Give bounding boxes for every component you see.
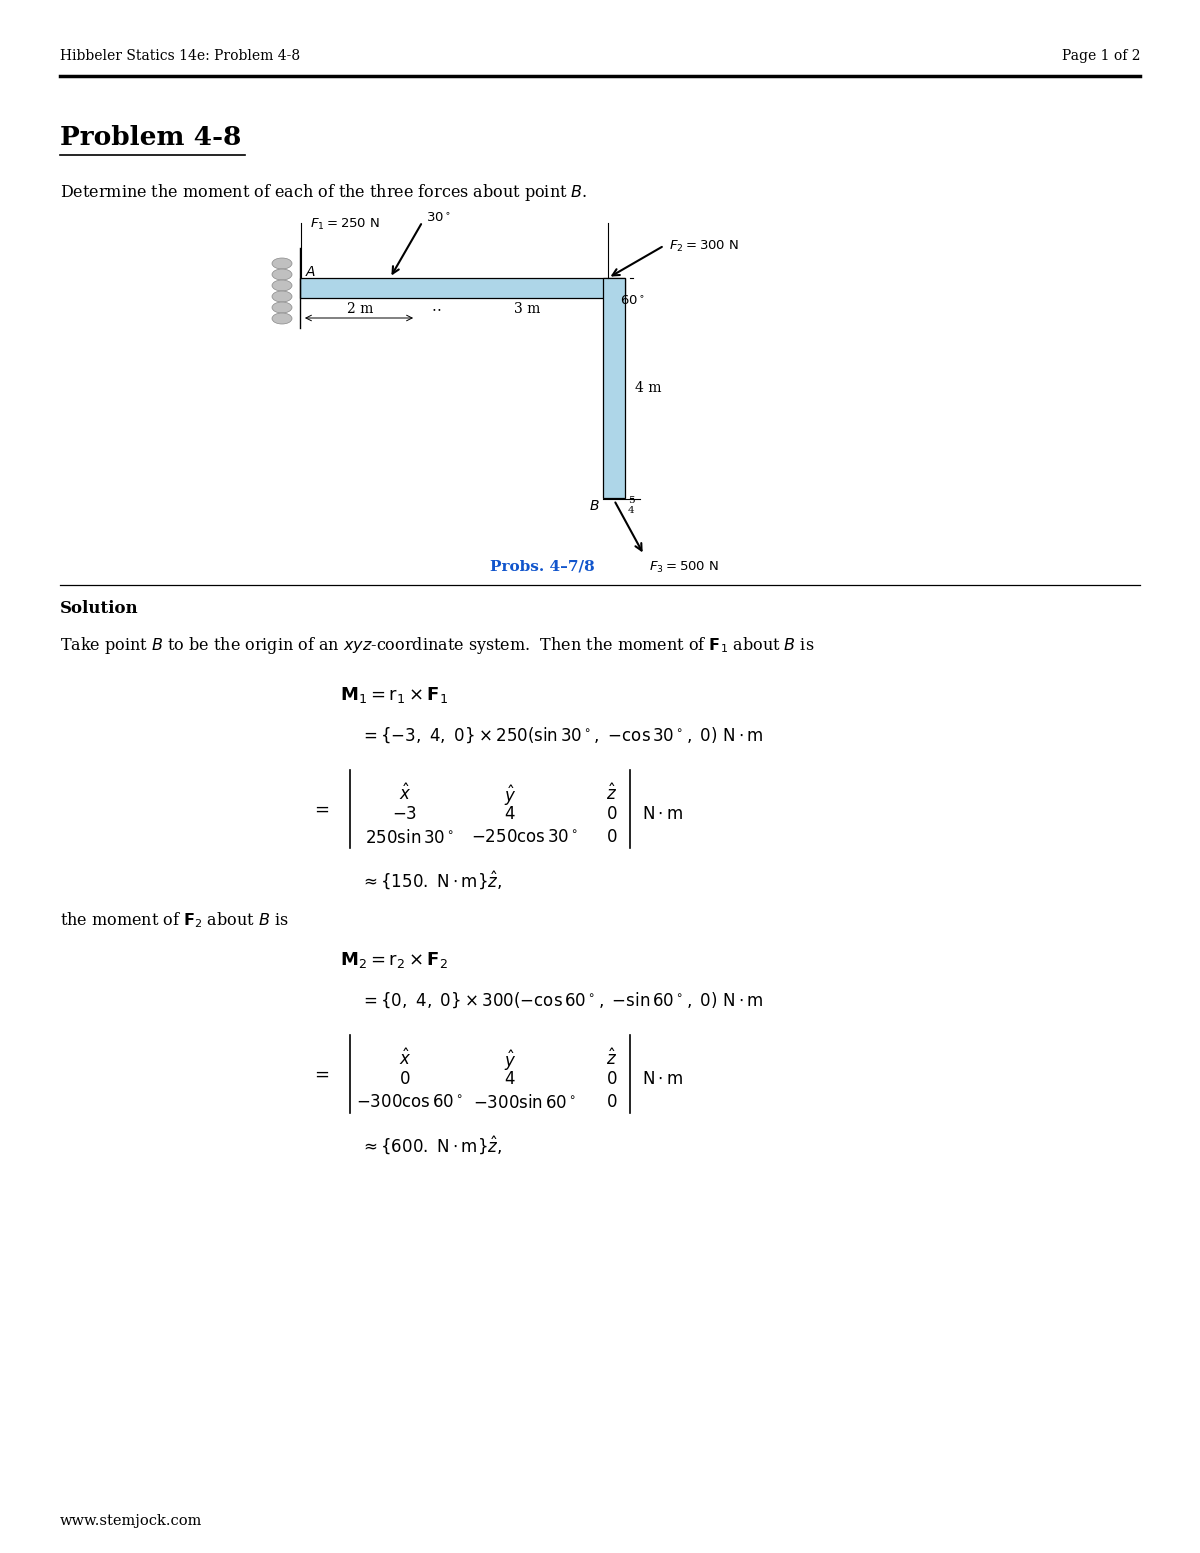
Text: $\hat{y}$: $\hat{y}$	[504, 783, 516, 808]
Text: $F_1 = 250\ \mathrm{N}$: $F_1 = 250\ \mathrm{N}$	[310, 217, 380, 231]
Text: $0$: $0$	[606, 1093, 618, 1110]
Text: Probs. 4–7/8: Probs. 4–7/8	[490, 561, 595, 575]
Text: the moment of $\mathbf{F}_2$ about $B$ is: the moment of $\mathbf{F}_2$ about $B$ i…	[60, 910, 289, 930]
Text: $\hat{z}$: $\hat{z}$	[606, 1048, 618, 1068]
Ellipse shape	[272, 280, 292, 290]
Text: $\mathbf{M}_2 = \mathrm{r}_2 \times \mathbf{F}_2$: $\mathbf{M}_2 = \mathrm{r}_2 \times \mat…	[340, 950, 448, 971]
Text: Determine the moment of each of the three forces about point $B$.: Determine the moment of each of the thre…	[60, 182, 588, 203]
Text: 2 m: 2 m	[347, 301, 373, 315]
Text: $-300\cos 60^\circ$: $-300\cos 60^\circ$	[356, 1093, 463, 1110]
Text: $-3$: $-3$	[392, 806, 418, 823]
Text: $\mathrm{N \cdot m}$: $\mathrm{N \cdot m}$	[642, 806, 683, 823]
Text: $\approx \{600.\ \mathrm{N \cdot m}\}\hat{z},$: $\approx \{600.\ \mathrm{N \cdot m}\}\ha…	[360, 1135, 502, 1157]
Text: $= \{-3,\ 4,\ 0\} \times 250(\sin 30^\circ,\ {-}\cos 30^\circ,\ 0)\ \mathrm{N \c: $= \{-3,\ 4,\ 0\} \times 250(\sin 30^\ci…	[360, 725, 763, 744]
Text: $0$: $0$	[606, 1072, 618, 1089]
Text: $-300\sin 60^\circ$: $-300\sin 60^\circ$	[473, 1093, 577, 1112]
Text: 4: 4	[628, 506, 635, 516]
Text: $0$: $0$	[606, 806, 618, 823]
Text: $30^\circ$: $30^\circ$	[426, 211, 451, 225]
Text: Problem 4-8: Problem 4-8	[60, 124, 241, 151]
Text: $250\sin 30^\circ$: $250\sin 30^\circ$	[365, 829, 455, 846]
Text: 5: 5	[628, 495, 635, 505]
Text: $\cdot\!\cdot$: $\cdot\!\cdot$	[431, 301, 442, 315]
Text: $\mathbf{M}_1 = \mathrm{r}_1 \times \mathbf{F}_1$: $\mathbf{M}_1 = \mathrm{r}_1 \times \mat…	[340, 685, 449, 705]
Text: Solution: Solution	[60, 599, 139, 617]
Ellipse shape	[272, 290, 292, 301]
Bar	[604, 278, 625, 499]
Text: $=$: $=$	[311, 1065, 330, 1082]
Text: $-250\cos 30^\circ$: $-250\cos 30^\circ$	[472, 829, 578, 846]
Ellipse shape	[272, 301, 292, 314]
Text: $\hat{x}$: $\hat{x}$	[398, 783, 412, 803]
Text: $\approx \{150.\ \mathrm{N \cdot m}\}\hat{z},$: $\approx \{150.\ \mathrm{N \cdot m}\}\ha…	[360, 870, 502, 891]
Text: $0$: $0$	[400, 1072, 410, 1089]
Text: $F_2 = 300\ \mathrm{N}$: $F_2 = 300\ \mathrm{N}$	[670, 239, 739, 253]
Text: $= \{0,\ 4,\ 0\} \times 300(-\cos 60^\circ,\ {-}\sin 60^\circ,\ 0)\ \mathrm{N \c: $= \{0,\ 4,\ 0\} \times 300(-\cos 60^\ci…	[360, 989, 763, 1009]
Text: 3 m: 3 m	[514, 301, 540, 315]
Text: $4$: $4$	[504, 1072, 516, 1089]
Text: $0$: $0$	[606, 829, 618, 846]
Text: $=$: $=$	[311, 800, 330, 818]
Ellipse shape	[272, 314, 292, 325]
Ellipse shape	[272, 269, 292, 280]
Text: Hibbeler Statics 14e: Problem 4-8: Hibbeler Statics 14e: Problem 4-8	[60, 50, 300, 64]
Bar	[300, 278, 625, 298]
Text: $4$: $4$	[504, 806, 516, 823]
Text: Take point $B$ to be the origin of an $xyz$-coordinate system.  Then the moment : Take point $B$ to be the origin of an $x…	[60, 635, 815, 655]
Text: $60^\circ$: $60^\circ$	[620, 295, 646, 307]
Ellipse shape	[272, 258, 292, 269]
Text: $\hat{z}$: $\hat{z}$	[606, 783, 618, 803]
Text: Page 1 of 2: Page 1 of 2	[1062, 50, 1140, 64]
Text: $\mathrm{N \cdot m}$: $\mathrm{N \cdot m}$	[642, 1072, 683, 1089]
Text: $A$: $A$	[305, 266, 317, 280]
Text: $F_3 = 500\ \mathrm{N}$: $F_3 = 500\ \mathrm{N}$	[649, 561, 719, 575]
Text: $\hat{x}$: $\hat{x}$	[398, 1048, 412, 1068]
Text: $\hat{y}$: $\hat{y}$	[504, 1048, 516, 1073]
Text: 4 m: 4 m	[635, 380, 661, 394]
Text: www.stemjock.com: www.stemjock.com	[60, 1514, 203, 1528]
Text: $B$: $B$	[589, 499, 600, 512]
